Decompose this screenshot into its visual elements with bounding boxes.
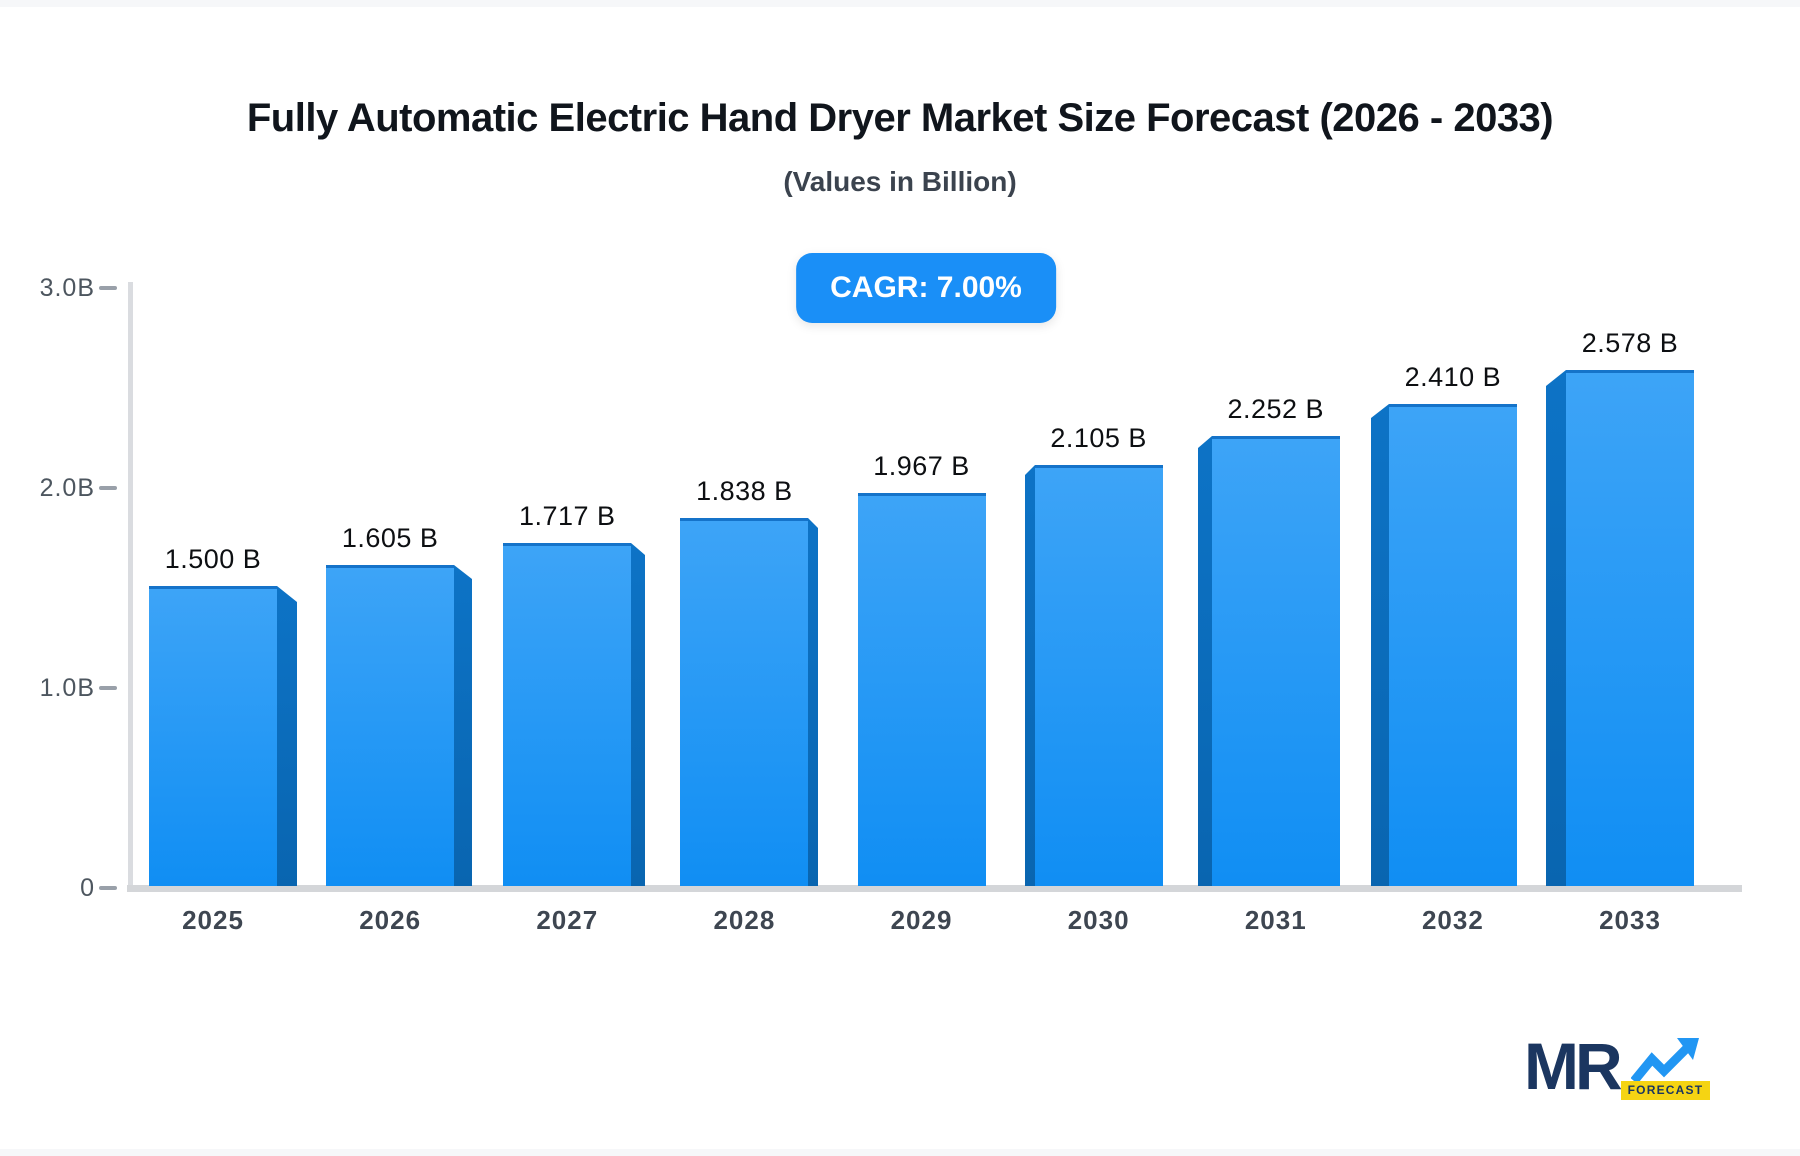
bar-3d-side-2033	[1546, 370, 1566, 886]
bar-2025[interactable]	[149, 586, 277, 886]
y-axis-line	[128, 282, 133, 892]
y-axis-tick-mark	[99, 886, 117, 890]
bar-3d-side-2030	[1025, 465, 1035, 886]
bar-value-label: 1.500 B	[164, 544, 262, 574]
x-axis-label: 2025	[182, 905, 244, 935]
bar-value-label: 1.967 B	[873, 451, 970, 481]
bar-3d-side-2028	[808, 518, 818, 886]
bar-3d-side-2031	[1198, 436, 1212, 886]
bar-2033[interactable]	[1566, 370, 1694, 886]
y-axis-tick-mark	[99, 286, 117, 290]
bar-2027[interactable]	[503, 543, 631, 886]
bar-value-label: 2.105 B	[1050, 423, 1147, 453]
y-axis-tick-label: 1.0B	[39, 674, 95, 702]
bar-value-label: 2.578 B	[1581, 328, 1679, 358]
mr-forecast-logo: MR FORECAST	[1524, 1029, 1711, 1103]
bar-2031[interactable]	[1212, 436, 1340, 886]
bar-2030[interactable]	[1035, 465, 1163, 886]
cagr-badge: CAGR: 7.00%	[796, 253, 1056, 323]
x-axis-label: 2033	[1599, 905, 1661, 935]
page-edge-bottom	[0, 1149, 1800, 1156]
bar-3d-side-2032	[1371, 404, 1389, 886]
x-axis-label: 2027	[536, 905, 599, 935]
bar-2029[interactable]	[858, 493, 986, 886]
bar-3d-side-2026	[454, 565, 472, 886]
bar-3d-side-2027	[631, 543, 645, 886]
x-axis-label: 2031	[1244, 905, 1307, 935]
y-axis-tick-label: 3.0B	[39, 274, 95, 302]
page-edge-top	[0, 0, 1800, 7]
bar-2028[interactable]	[680, 518, 808, 886]
x-axis-label: 2026	[359, 905, 422, 935]
x-axis-label: 2028	[713, 905, 776, 935]
page-title: Fully Automatic Electric Hand Dryer Mark…	[246, 96, 1554, 140]
y-axis-tick-label: 0	[80, 874, 95, 902]
logo-forecast-label: FORECAST	[1620, 1081, 1711, 1100]
bar-3d-side-2025	[277, 586, 297, 886]
y-axis-tick-label: 2.0B	[39, 474, 95, 502]
bar-value-label: 2.252 B	[1227, 394, 1325, 424]
trend-arrow-icon	[1631, 1038, 1700, 1084]
bar-value-label: 1.717 B	[518, 501, 616, 531]
x-axis-label: 2029	[890, 905, 953, 935]
logo-text: MR	[1524, 1029, 1623, 1103]
y-axis-tick-mark	[99, 686, 117, 690]
x-axis-line	[127, 885, 1742, 892]
bar-value-label: 1.838 B	[696, 476, 793, 506]
bar-value-label: 2.410 B	[1404, 362, 1502, 392]
x-axis-label: 2032	[1421, 905, 1484, 935]
bar-2032[interactable]	[1389, 404, 1517, 886]
bar-value-label: 1.605 B	[341, 523, 439, 553]
y-axis-tick-mark	[99, 486, 117, 490]
bar-2026[interactable]	[326, 565, 454, 886]
x-axis-label: 2030	[1067, 905, 1130, 935]
chart-subtitle: (Values in Billion)	[783, 166, 1017, 197]
